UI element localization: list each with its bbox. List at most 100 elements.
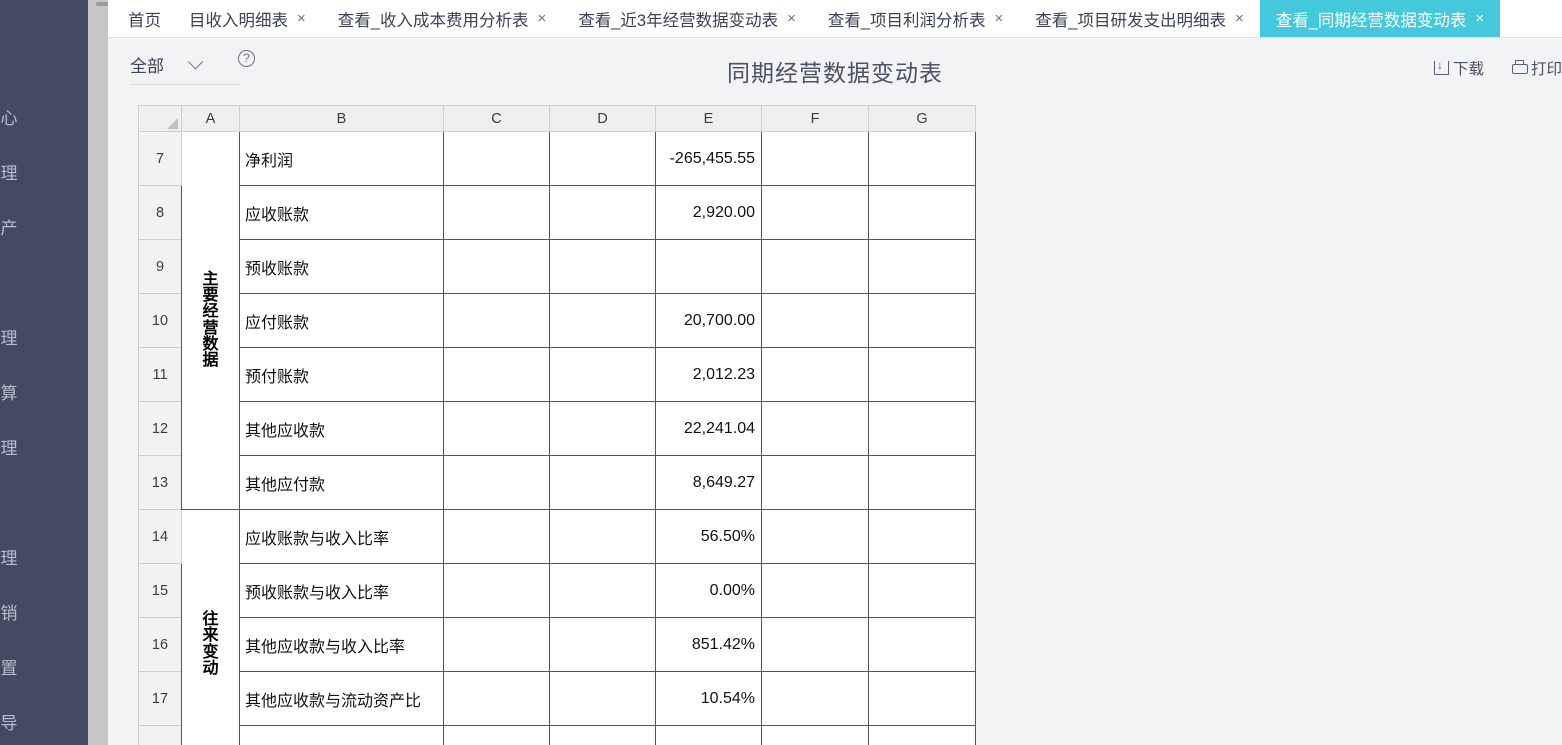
cell-B[interactable]: 应付账款与收入比率 xyxy=(239,725,444,745)
row-header[interactable]: 12 xyxy=(138,401,182,456)
cell-D[interactable] xyxy=(549,617,656,672)
close-icon[interactable]: × xyxy=(787,10,796,27)
cell-C[interactable] xyxy=(443,671,550,726)
cell-C[interactable] xyxy=(443,617,550,672)
cell-E[interactable]: 20,700.00 xyxy=(655,293,762,348)
row-header[interactable]: 16 xyxy=(138,617,182,672)
cell-C[interactable] xyxy=(443,185,550,240)
cell-C[interactable] xyxy=(443,563,550,618)
table-row[interactable]: 9 预收账款 xyxy=(138,239,976,294)
cell-G[interactable] xyxy=(868,563,976,618)
cell-E[interactable]: 56.50% xyxy=(655,509,762,564)
row-header[interactable]: 11 xyxy=(138,347,182,402)
cell-D[interactable] xyxy=(549,509,656,564)
cell-E[interactable]: 10.54% xyxy=(655,671,762,726)
cell-D[interactable] xyxy=(549,239,656,294)
cell-B[interactable]: 净利润 xyxy=(239,131,444,186)
close-icon[interactable]: × xyxy=(297,10,306,27)
cell-E[interactable]: -265,455.55 xyxy=(655,131,762,186)
sidebar-item-bill-management[interactable]: 票据管理 xyxy=(0,531,88,586)
select-all-corner[interactable] xyxy=(138,105,182,132)
cell-B[interactable]: 其他应收款 xyxy=(239,401,444,456)
cell-G[interactable] xyxy=(868,671,976,726)
cell-F[interactable] xyxy=(761,455,869,510)
cell-G[interactable] xyxy=(868,293,976,348)
sidebar-item-zhang[interactable]: 账 xyxy=(0,36,88,91)
close-icon[interactable]: × xyxy=(994,10,1004,27)
tab-6[interactable]: 查看_同期经营数据变动表 × xyxy=(1259,0,1501,37)
sidebar-item-travel-reimbursement[interactable]: 商旅报销 xyxy=(0,586,88,641)
row-header[interactable]: 10 xyxy=(138,293,182,348)
sidebar-item-invoice-management[interactable]: 发票管理 xyxy=(0,311,88,366)
cell-F[interactable] xyxy=(761,239,869,294)
table-row[interactable]: 7 主要经营数据净利润 -265,455.55 xyxy=(138,131,976,510)
row-header[interactable]: 15 xyxy=(138,563,182,618)
cell-B[interactable]: 预收账款 xyxy=(239,239,444,294)
cell-E[interactable] xyxy=(655,239,762,294)
cell-B[interactable]: 预收账款与收入比率 xyxy=(239,563,444,618)
table-row[interactable]: 17 其他应收款与流动资产比 10.54% xyxy=(138,671,976,726)
row-header[interactable]: 18 xyxy=(138,725,182,745)
sidebar-scrollbar[interactable] xyxy=(88,0,108,745)
tab-3[interactable]: 查看_近3年经营数据变动表 × xyxy=(562,0,812,37)
scope-filter-dropdown[interactable]: 全部 xyxy=(130,52,240,85)
close-icon[interactable]: × xyxy=(1475,10,1485,27)
sidebar-item-beginner-guide[interactable]: 新手引导 xyxy=(0,696,88,745)
table-row[interactable]: 13 其他应付款 8,649.27 xyxy=(138,455,976,510)
cell-G[interactable] xyxy=(868,509,976,564)
column-header-G[interactable]: G xyxy=(868,105,976,132)
cell-G[interactable] xyxy=(868,347,976,402)
cell-E[interactable]: 2,012.23 xyxy=(655,347,762,402)
cell-B[interactable]: 预付账款 xyxy=(239,347,444,402)
tab-0[interactable]: 首页 xyxy=(108,0,173,37)
cell-D[interactable] xyxy=(549,401,656,456)
table-row[interactable]: 15 预收账款与收入比率 0.00% xyxy=(138,563,976,618)
close-icon[interactable]: × xyxy=(1234,10,1244,27)
cell-F[interactable] xyxy=(761,617,869,672)
cell-D[interactable] xyxy=(549,185,656,240)
cell-F[interactable] xyxy=(761,293,869,348)
sidebar-item-fund-management[interactable]: 资金管理 xyxy=(0,146,88,201)
cell-F[interactable] xyxy=(761,185,869,240)
cell-F[interactable] xyxy=(761,725,869,745)
tab-1[interactable]: 目收入明细表 × xyxy=(173,0,322,37)
sidebar-item-business-management[interactable]: 业务管理 xyxy=(0,421,88,476)
cell-G[interactable] xyxy=(868,617,976,672)
help-icon[interactable]: ? xyxy=(238,50,255,67)
cell-C[interactable] xyxy=(443,401,550,456)
column-header-D[interactable]: D xyxy=(549,105,656,132)
cell-F[interactable] xyxy=(761,509,869,564)
table-row[interactable]: 14 往来变动应收账款与收入比率 56.50% xyxy=(138,509,976,745)
sidebar-item-inventory-accounting[interactable]: 存货核算 xyxy=(0,366,88,421)
cell-E[interactable]: 8,649.27 xyxy=(655,455,762,510)
tab-2[interactable]: 查看_收入成本费用分析表 × xyxy=(322,0,562,37)
sidebar-item-basic-settings[interactable]: 基础设置 xyxy=(0,641,88,696)
sidebar-item-report-center[interactable]: 报表中心 xyxy=(0,91,88,146)
cell-B[interactable]: 其他应付款 xyxy=(239,455,444,510)
cell-C[interactable] xyxy=(443,131,550,186)
sidebar-scrollbar-thumb[interactable] xyxy=(96,2,118,6)
cell-D[interactable] xyxy=(549,455,656,510)
cell-F[interactable] xyxy=(761,347,869,402)
row-header[interactable]: 13 xyxy=(138,455,182,510)
cell-G[interactable] xyxy=(868,131,976,186)
cell-D[interactable] xyxy=(549,563,656,618)
cell-E[interactable]: 851.42% xyxy=(655,617,762,672)
cell-B[interactable]: 应收账款与收入比率 xyxy=(239,509,444,564)
column-header-A[interactable]: A xyxy=(181,105,240,132)
row-header[interactable]: 14 xyxy=(138,509,182,564)
cell-D[interactable] xyxy=(549,725,656,745)
group-label-cell[interactable]: 主要经营数据 xyxy=(181,131,240,510)
tab-4[interactable]: 查看_项目利润分析表 × xyxy=(812,0,1019,37)
table-row[interactable]: 18 应付账款与收入比率 400.50% xyxy=(138,725,976,745)
row-header[interactable]: 17 xyxy=(138,671,182,726)
cell-F[interactable] xyxy=(761,671,869,726)
cell-F[interactable] xyxy=(761,131,869,186)
cell-F[interactable] xyxy=(761,563,869,618)
cell-B[interactable]: 其他应收款与流动资产比 xyxy=(239,671,444,726)
column-header-C[interactable]: C xyxy=(443,105,550,132)
cell-F[interactable] xyxy=(761,401,869,456)
cell-C[interactable] xyxy=(443,239,550,294)
column-header-E[interactable]: E xyxy=(655,105,762,132)
